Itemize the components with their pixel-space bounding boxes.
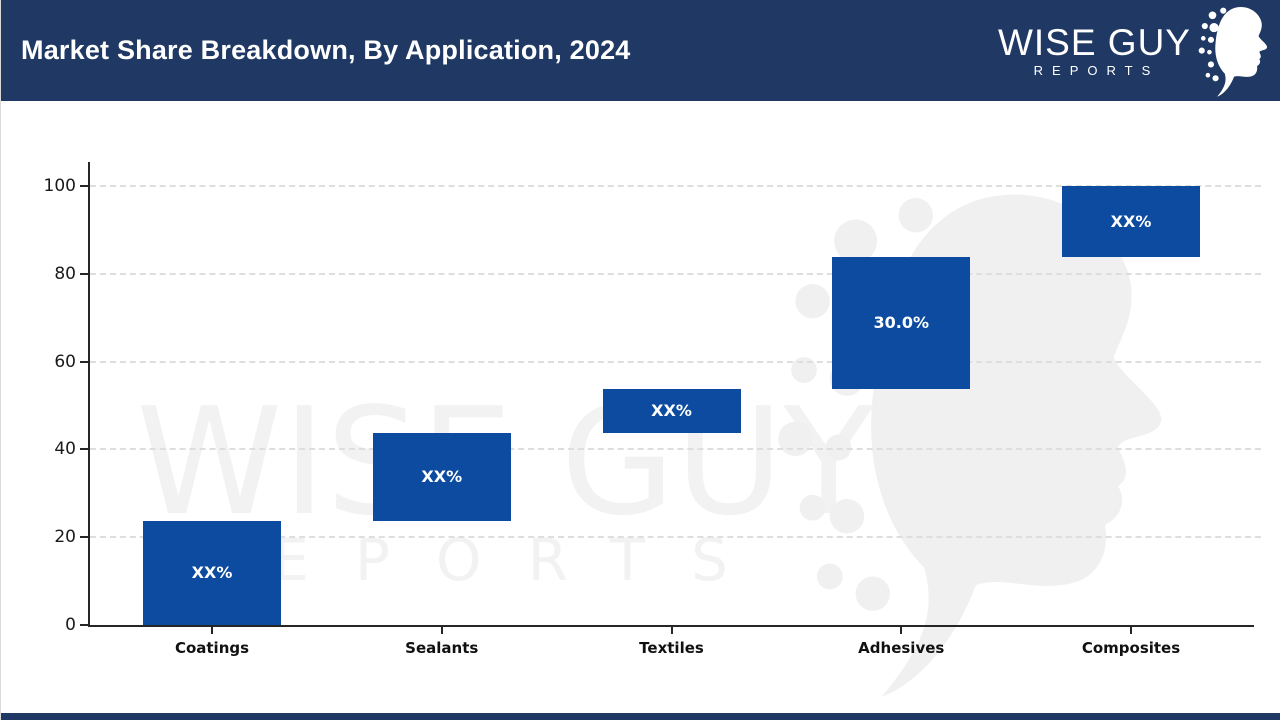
bar-value-label: XX% (651, 401, 692, 421)
y-tick (80, 360, 88, 363)
bar: 30.0% (832, 257, 971, 389)
gridline (90, 536, 1261, 539)
y-tick (80, 185, 88, 187)
chart-title: Market Share Breakdown, By Application, … (21, 35, 631, 65)
x-axis-line (88, 625, 1254, 627)
gridline (90, 185, 1261, 187)
bar: XX% (602, 388, 741, 433)
y-tick (80, 448, 88, 451)
bar-value-label: 30.0% (873, 313, 929, 333)
x-category-label: Composites (1081, 639, 1181, 657)
wise-guy-logo: WISE GUY REPORTS (998, 0, 1273, 101)
y-tick (80, 624, 88, 626)
y-axis-line (88, 162, 90, 627)
y-tick-label: 20 (54, 527, 76, 548)
header-bar: Market Share Breakdown, By Application, … (1, 0, 1280, 101)
y-tick-label: 60 (54, 351, 76, 372)
logo-subtitle: REPORTS (1033, 62, 1160, 78)
y-tick-label: 80 (54, 263, 76, 284)
x-tick (440, 627, 443, 634)
x-tick (1130, 627, 1132, 634)
logo-text: WISE GUY REPORTS (998, 24, 1191, 78)
bar-value-label: XX% (421, 467, 463, 487)
x-tick (670, 627, 673, 634)
footer-bar (1, 713, 1280, 720)
y-tick-label: 0 (65, 615, 76, 635)
x-tick (211, 627, 213, 634)
x-category-label: Textiles (639, 639, 704, 657)
logo-wordmark: WISE GUY (997, 21, 1191, 63)
bar-value-label: XX% (1110, 212, 1152, 232)
y-tick (80, 272, 88, 275)
bar: XX% (372, 432, 511, 521)
y-tick-label: 40 (54, 439, 76, 460)
gridline (90, 272, 1261, 275)
logo-face-icon (1198, 6, 1268, 97)
chart-area: WISE GUY REPORTS 0 20 40 60 80 100 XX% Coatings… (1, 101, 1280, 713)
x-category-label: Coatings (174, 639, 250, 657)
y-tick (80, 536, 88, 539)
bar-value-label: XX% (191, 563, 233, 583)
x-category-label: Adhesives (858, 639, 945, 657)
gridline (90, 448, 1261, 451)
x-tick (900, 627, 903, 634)
gridline (90, 360, 1261, 363)
x-category-label: Sealants (405, 639, 479, 657)
bar: XX% (1062, 186, 1200, 258)
bar: XX% (143, 520, 281, 625)
y-tick-label: 100 (43, 176, 76, 196)
